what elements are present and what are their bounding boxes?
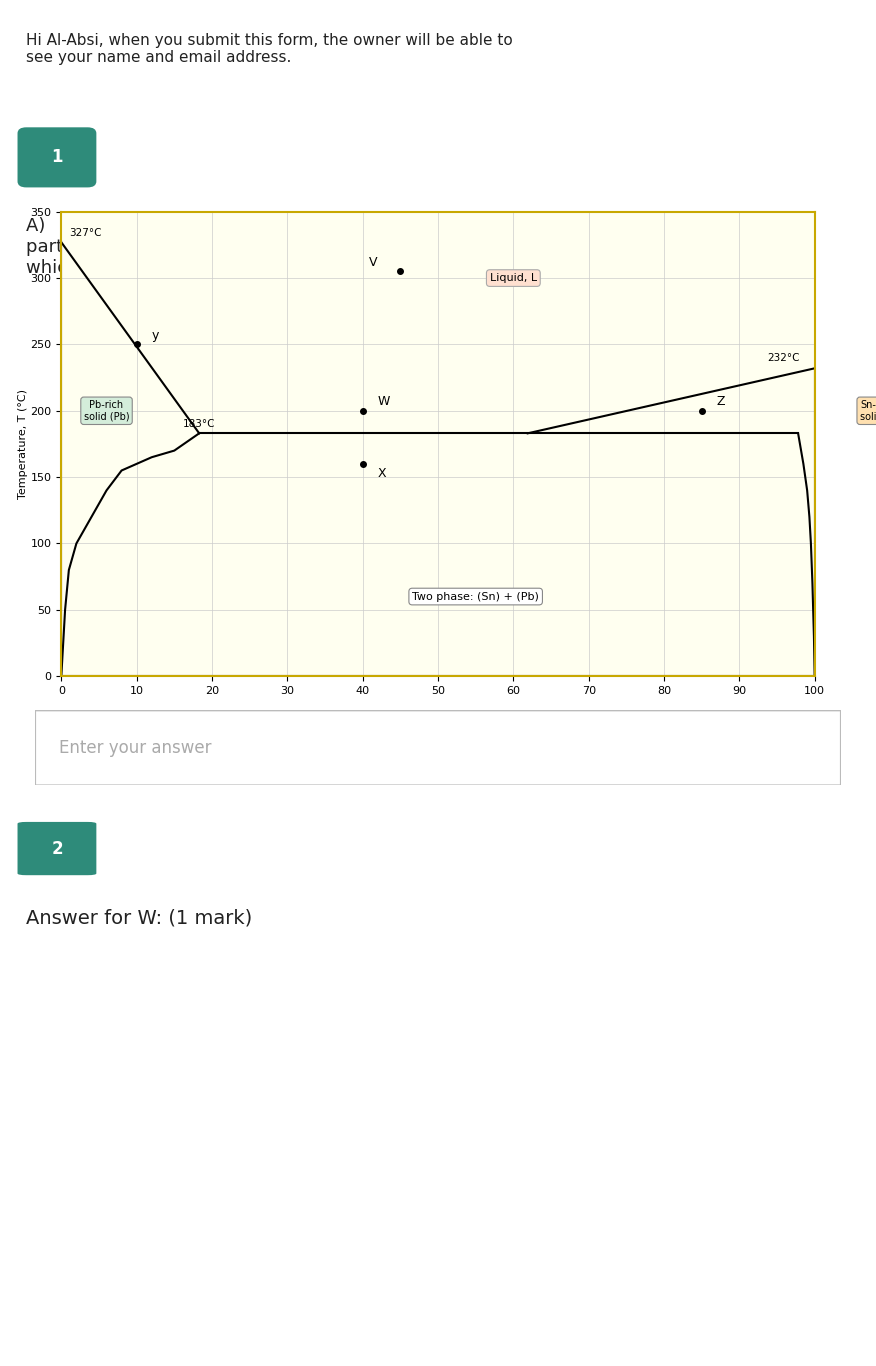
- Text: Liquid, L: Liquid, L: [490, 273, 537, 283]
- Text: 18.3%: 18.3%: [182, 713, 215, 724]
- Text: 183°C: 183°C: [183, 419, 215, 429]
- FancyBboxPatch shape: [18, 822, 96, 876]
- Text: Answer for W: (1 mark): Answer for W: (1 mark): [26, 908, 252, 928]
- Text: 61.9%: 61.9%: [511, 713, 544, 724]
- Text: Pb-rich
solid (Pb): Pb-rich solid (Pb): [84, 400, 130, 422]
- Text: 2: 2: [51, 840, 63, 858]
- X-axis label: wt.% Sn: wt.% Sn: [413, 721, 463, 734]
- Text: Pb: Pb: [53, 749, 70, 762]
- Text: 1: 1: [51, 149, 63, 167]
- Text: Sn-rich
solid (Sn): Sn-rich solid (Sn): [860, 400, 876, 422]
- FancyBboxPatch shape: [18, 127, 96, 187]
- FancyBboxPatch shape: [35, 710, 841, 785]
- Text: Enter your answer: Enter your answer: [60, 739, 212, 757]
- Text: Two phase: (Sn) + (Pb): Two phase: (Sn) + (Pb): [413, 591, 539, 601]
- Text: Z: Z: [717, 395, 725, 408]
- Text: Sn: Sn: [806, 749, 823, 762]
- Text: 97.8%: 97.8%: [781, 713, 815, 724]
- Text: W: W: [378, 395, 390, 408]
- Text: 232°C: 232°C: [767, 352, 800, 363]
- Text: Hi Al-Absi, when you submit this form, the owner will be able to
see your name a: Hi Al-Absi, when you submit this form, t…: [26, 33, 513, 66]
- Y-axis label: Temperature, T (°C): Temperature, T (°C): [18, 389, 28, 499]
- Text: A)   Identify the phase/s at W, X,and Z. This
part no need answer. only answer t: A) Identify the phase/s at W, X,and Z. T…: [26, 217, 419, 277]
- Text: y: y: [152, 329, 159, 342]
- Text: 327°C: 327°C: [69, 228, 102, 238]
- Text: X: X: [378, 467, 386, 479]
- Text: V: V: [369, 255, 378, 269]
